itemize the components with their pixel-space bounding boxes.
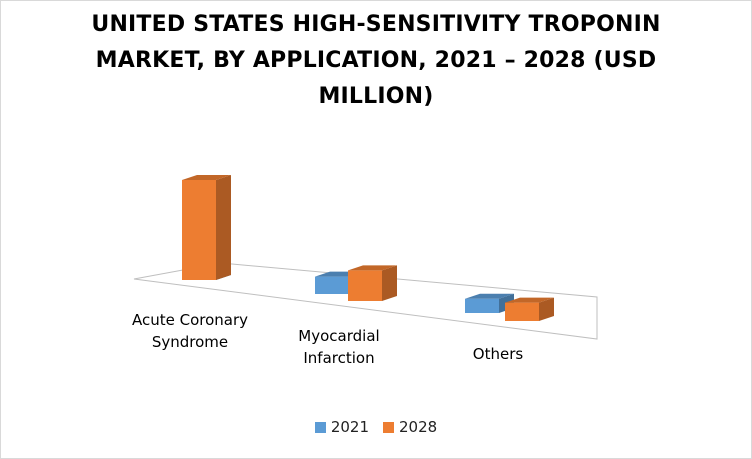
legend-label-2021: 2021 (330, 418, 369, 436)
legend-swatch-2028 (383, 421, 394, 433)
bar-front (315, 276, 349, 294)
bar-side (539, 297, 554, 321)
bar-2028-others (505, 297, 554, 321)
category-label-others: Others (448, 343, 548, 365)
legend-entry-2028: 2028 (383, 418, 437, 436)
bar-front (348, 270, 382, 301)
bars-layer (182, 175, 554, 321)
category-label-line: Others (472, 345, 524, 363)
bar-front (182, 180, 216, 280)
category-label-acute-coronary-syndrome: Acute Coronary Syndrome (125, 309, 255, 353)
bar-front (505, 302, 539, 321)
legend-swatch-2021 (314, 421, 326, 433)
legend-entry-2021: 2021 (314, 418, 369, 436)
bar-top (348, 265, 397, 271)
category-label-line: Myocardial (298, 327, 380, 345)
bar-2028-acute-coronary-syndrome (182, 175, 231, 280)
bar-front (465, 298, 499, 313)
bar-side (382, 265, 397, 301)
chart-title: UNITED STATES HIGH-SENSITIVITY TROPONIN … (91, 12, 661, 109)
category-label-line: Acute Coronary (131, 311, 249, 329)
bar-side (216, 175, 231, 280)
bar-top (182, 175, 231, 181)
bar-top (505, 297, 554, 303)
bar-2028-myocardial-infarction (348, 265, 397, 301)
legend: 2021 2028 (1, 418, 751, 436)
category-label-line: Infarction (303, 349, 375, 367)
bar-top (465, 293, 514, 299)
legend-label-2028: 2028 (399, 418, 438, 436)
category-label-myocardial-infarction: Myocardial Infarction (279, 325, 399, 369)
category-label-line: Syndrome (151, 333, 229, 351)
